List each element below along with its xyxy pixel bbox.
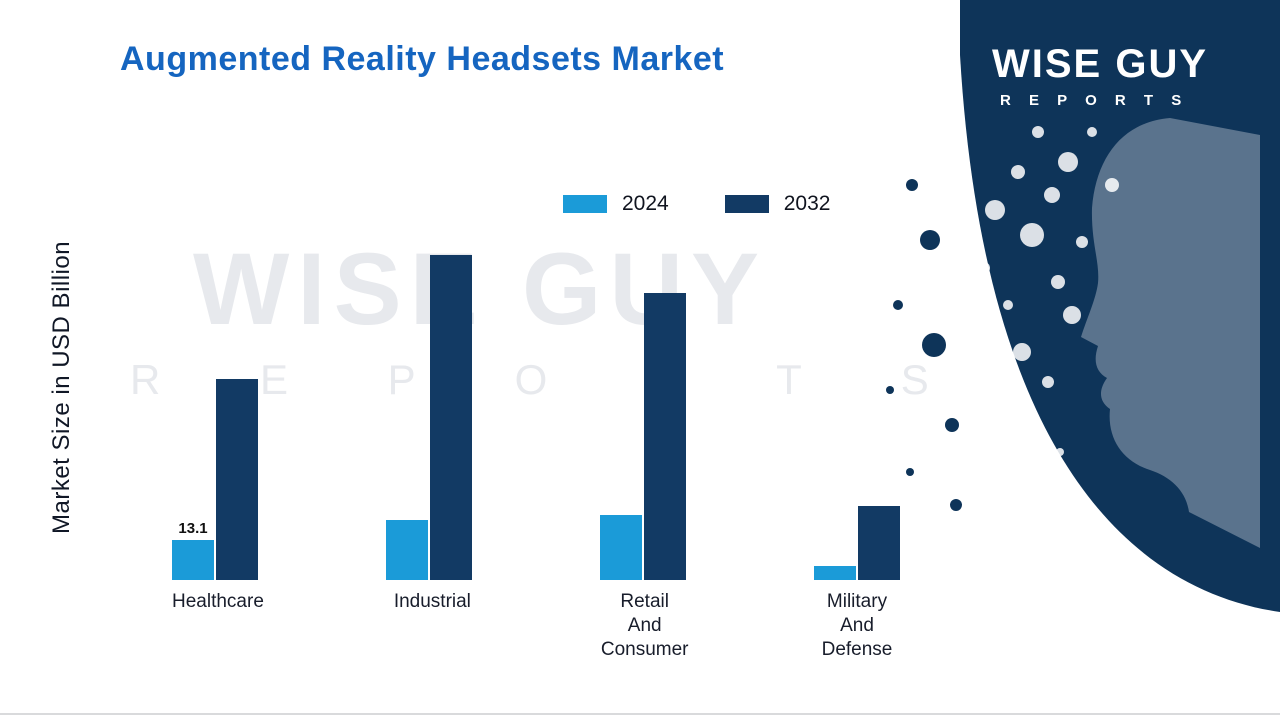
bar-industrial-2032 [430,255,472,580]
bar-healthcare-2032 [216,379,258,580]
legend-label-2032: 2032 [783,192,831,215]
bar-wrap [216,240,258,580]
category-label-military-and-defense: Military And Defense [814,590,900,661]
bar-wrap [644,240,686,580]
bar-military-and-defense-2032 [858,505,900,580]
bar-group-retail-and-consumer [600,240,686,580]
bar-value-label: 13.1 [178,519,208,537]
bar-group-industrial [386,240,472,580]
bar-wrap [858,240,900,580]
category-label-text: Military And Defense [821,591,893,660]
legend-swatch-2024 [563,195,607,213]
bar-wrap [430,240,472,580]
plot-area: 13.1 [172,240,900,580]
bar-retail-and-consumer-2024 [600,515,642,580]
bar-wrap [386,240,428,580]
white-dots-pattern [978,126,1119,456]
face-profile-icon [1081,118,1260,548]
bar-group-military-and-defense [814,240,900,580]
legend: 2024 2032 [563,192,830,216]
bar-military-and-defense-2024 [814,566,856,580]
brand-logo-text: WISE GUY [992,42,1209,86]
bar-wrap: 13.1 [172,240,214,580]
bar-healthcare-2024 [172,539,214,580]
corner-navy-shape [960,0,1280,612]
legend-swatch-2032 [724,195,769,213]
chart-title: Augmented Reality Headsets Market [120,40,725,78]
bar-retail-and-consumer-2032 [644,292,686,580]
bottom-border [0,713,1280,715]
bar-industrial-2024 [386,519,428,580]
legend-label-2024: 2024 [622,192,669,215]
watermark: WISE GUY R E P O R T S [100,238,973,404]
legend-item-2032: 2032 [724,192,831,216]
brand-corner-graphic [886,0,1280,612]
legend-item-2024: 2024 [563,192,669,216]
category-label-text: Healthcare [172,591,264,612]
navy-dots-pattern [886,179,962,511]
bar-wrap [814,240,856,580]
category-label-text: Industrial [393,591,471,612]
category-label-text: Retail And Consumer [600,591,689,660]
category-labels: Healthcare Industrial Retail And Consumer M… [172,590,900,661]
bar-wrap [600,240,642,580]
category-label-retail-and-consumer: Retail And Consumer [601,590,689,661]
category-label-healthcare: Healthcare [172,590,264,661]
bar-group-healthcare: 13.1 [172,240,258,580]
y-axis-label: Market Size in USD Billion [48,240,75,535]
brand-logo-subtext: R E P O R T S [1000,92,1189,109]
category-label-industrial: Industrial [389,590,475,661]
watermark-line2: R E P O R T S [130,356,973,403]
